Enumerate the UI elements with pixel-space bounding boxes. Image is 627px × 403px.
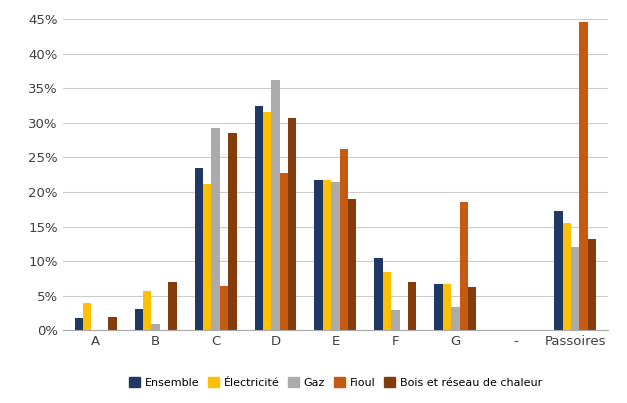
Bar bbox=[587, 239, 596, 330]
Bar bbox=[323, 180, 331, 330]
Bar bbox=[75, 318, 83, 330]
Bar bbox=[263, 112, 271, 330]
Bar bbox=[435, 284, 443, 330]
Bar bbox=[468, 287, 477, 330]
Bar bbox=[443, 284, 451, 330]
Bar bbox=[383, 272, 391, 330]
Bar bbox=[108, 317, 117, 330]
Bar bbox=[211, 129, 219, 330]
Bar bbox=[194, 168, 203, 330]
Bar bbox=[408, 282, 416, 330]
Bar bbox=[255, 106, 263, 330]
Bar bbox=[340, 149, 348, 330]
Bar bbox=[288, 118, 297, 330]
Bar bbox=[219, 286, 228, 330]
Bar bbox=[374, 258, 383, 330]
Bar bbox=[315, 180, 323, 330]
Bar bbox=[271, 80, 280, 330]
Bar bbox=[460, 202, 468, 330]
Bar bbox=[554, 212, 562, 330]
Bar bbox=[579, 23, 587, 330]
Bar bbox=[168, 282, 177, 330]
Bar bbox=[151, 324, 160, 330]
Bar bbox=[451, 307, 460, 330]
Bar bbox=[203, 184, 211, 330]
Bar bbox=[391, 310, 399, 330]
Bar bbox=[135, 309, 143, 330]
Bar bbox=[83, 303, 92, 330]
Bar bbox=[280, 172, 288, 330]
Legend: Ensemble, Électricité, Gaz, Fioul, Bois et réseau de chaleur: Ensemble, Électricité, Gaz, Fioul, Bois … bbox=[129, 377, 542, 388]
Bar bbox=[562, 223, 571, 330]
Bar bbox=[228, 133, 236, 330]
Bar bbox=[348, 199, 356, 330]
Bar bbox=[571, 247, 579, 330]
Bar bbox=[331, 182, 340, 330]
Bar bbox=[143, 291, 151, 330]
